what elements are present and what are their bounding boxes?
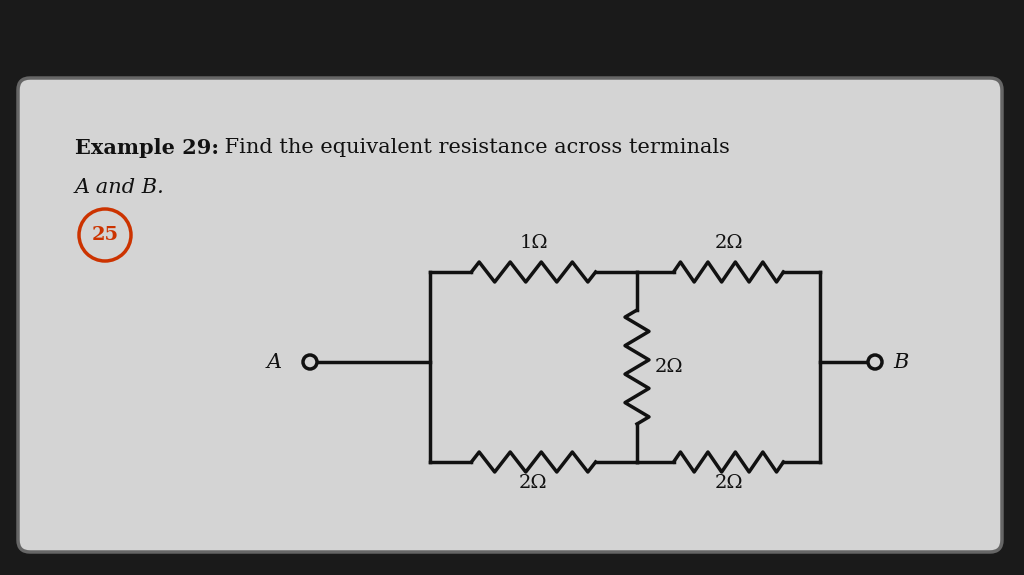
Circle shape bbox=[868, 355, 882, 369]
Text: 2Ω: 2Ω bbox=[655, 358, 684, 376]
Text: 1Ω: 1Ω bbox=[519, 234, 548, 252]
Text: 2Ω: 2Ω bbox=[714, 234, 742, 252]
Text: A and B.: A and B. bbox=[75, 178, 165, 197]
Text: 2Ω: 2Ω bbox=[714, 474, 742, 492]
Text: B: B bbox=[893, 352, 908, 371]
Text: A: A bbox=[267, 352, 282, 371]
Circle shape bbox=[303, 355, 317, 369]
Text: Find the equivalent resistance across terminals: Find the equivalent resistance across te… bbox=[218, 138, 730, 157]
Text: 25: 25 bbox=[91, 226, 119, 244]
Text: 2Ω: 2Ω bbox=[519, 474, 548, 492]
Text: Example 29:: Example 29: bbox=[75, 138, 219, 158]
FancyBboxPatch shape bbox=[18, 78, 1002, 552]
